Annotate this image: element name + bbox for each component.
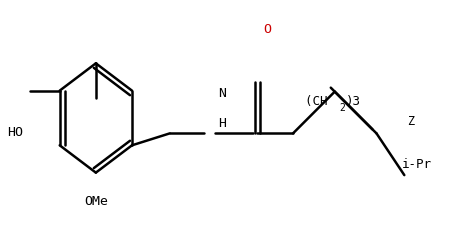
Text: OMe: OMe [84, 195, 108, 208]
Text: O: O [263, 23, 271, 37]
Text: HO: HO [7, 126, 23, 139]
Text: i-Pr: i-Pr [402, 158, 432, 171]
Text: H: H [218, 117, 226, 130]
Text: N: N [218, 87, 226, 100]
Text: 2: 2 [340, 103, 345, 113]
Text: Z: Z [407, 116, 415, 128]
Text: (CH: (CH [304, 95, 334, 108]
Text: )3: )3 [347, 95, 361, 108]
